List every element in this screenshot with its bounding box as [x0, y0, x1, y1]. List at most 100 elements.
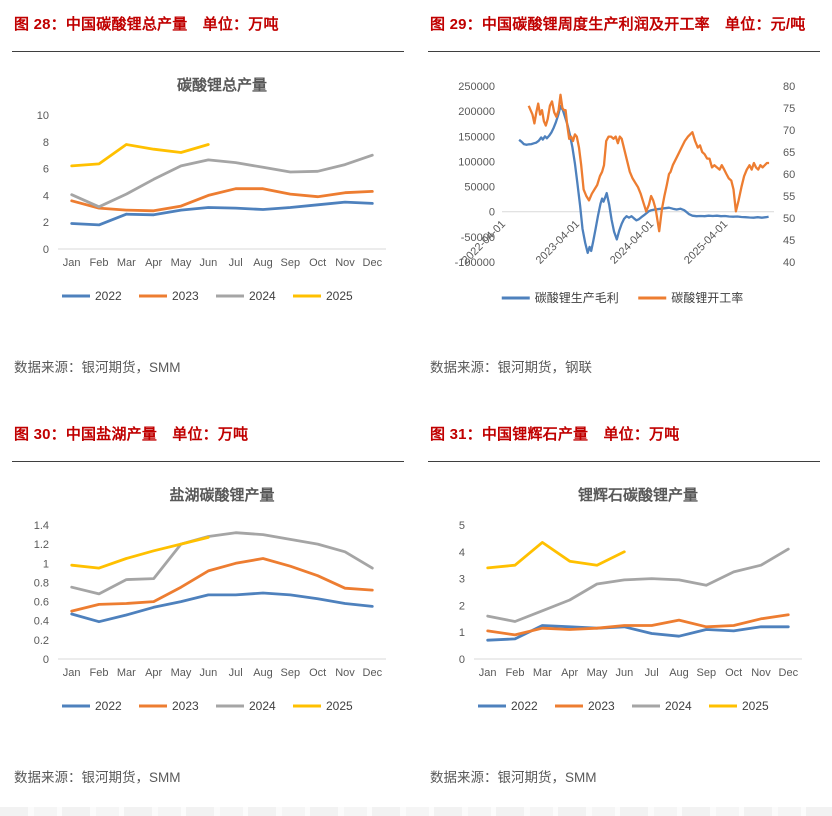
svg-text:Jun: Jun [199, 257, 217, 269]
svg-text:8: 8 [43, 137, 49, 149]
svg-text:Jul: Jul [229, 667, 243, 679]
svg-text:Apr: Apr [561, 667, 578, 679]
svg-text:0.4: 0.4 [34, 616, 49, 628]
svg-text:Jul: Jul [645, 667, 659, 679]
svg-text:Apr: Apr [145, 257, 162, 269]
svg-text:100000: 100000 [458, 156, 495, 168]
svg-text:60: 60 [783, 169, 795, 181]
svg-text:Dec: Dec [363, 257, 383, 269]
svg-text:2: 2 [43, 217, 49, 229]
svg-text:Nov: Nov [335, 667, 355, 679]
figure-30-panel: 图 30：中国盐湖产量 单位：万吨 盐湖碳酸锂产量 0 0.2 0.4 0.6 0.8 1 1… [0, 410, 416, 806]
svg-text:200000: 200000 [458, 106, 495, 118]
svg-text:2025: 2025 [326, 289, 353, 303]
svg-text:70: 70 [783, 125, 795, 137]
svg-text:Jan: Jan [63, 257, 81, 269]
cropped-next-row-strip [0, 807, 832, 816]
svg-text:1.4: 1.4 [34, 520, 49, 532]
svg-text:2023: 2023 [172, 699, 199, 713]
svg-text:-50000: -50000 [461, 232, 495, 244]
svg-text:Sep: Sep [281, 667, 301, 679]
svg-text:2024: 2024 [665, 699, 692, 713]
svg-text:65: 65 [783, 147, 795, 159]
svg-text:80: 80 [783, 81, 795, 93]
svg-text:2022: 2022 [95, 699, 122, 713]
figure-31-panel: 图 31：中国锂辉石产量 单位：万吨 锂辉石碳酸锂产量 0 1 2 3 4 5 Jan Feb M… [416, 410, 832, 806]
svg-text:75: 75 [783, 103, 795, 115]
chart-salt-lake-output: 盐湖碳酸锂产量 0 0.2 0.4 0.6 0.8 1 1.2 1.4 Jan Feb Mar Apr M… [34, 486, 386, 713]
svg-text:6: 6 [43, 164, 49, 176]
svg-text:Oct: Oct [309, 667, 326, 679]
svg-text:2: 2 [459, 600, 465, 612]
figure-28-title: 图 28：中国碳酸锂总产量 单位：万吨 [14, 16, 279, 33]
svg-text:Jan: Jan [479, 667, 497, 679]
svg-text:Mar: Mar [117, 667, 136, 679]
svg-text:250000: 250000 [458, 81, 495, 93]
svg-text:May: May [171, 257, 192, 269]
chart-weekly-profit-and-operating-rate: -100000 -50000 0 50000 100000 150000 200000 250… [455, 81, 796, 305]
svg-text:2025: 2025 [742, 699, 769, 713]
svg-text:May: May [171, 667, 192, 679]
svg-text:Jan: Jan [63, 667, 81, 679]
svg-text:0.6: 0.6 [34, 597, 49, 609]
svg-text:Feb: Feb [90, 667, 109, 679]
svg-text:Oct: Oct [725, 667, 742, 679]
chart-spodumene-output: 锂辉石碳酸锂产量 0 1 2 3 4 5 Jan Feb Mar Apr May Jun Jul Aug Se… [459, 486, 802, 713]
svg-text:10: 10 [37, 110, 49, 122]
svg-text:Aug: Aug [669, 667, 689, 679]
figure-31-data-source: 数据来源：银河期货，SMM [430, 770, 597, 785]
title-divider [428, 461, 820, 462]
svg-text:Aug: Aug [253, 257, 273, 269]
svg-text:盐湖碳酸锂产量: 盐湖碳酸锂产量 [169, 486, 274, 504]
svg-text:55: 55 [783, 191, 795, 203]
svg-text:2023: 2023 [172, 289, 199, 303]
svg-text:4: 4 [459, 547, 465, 559]
svg-text:50: 50 [783, 213, 795, 225]
figure-30-title: 图 30：中国盐湖产量 单位：万吨 [14, 426, 249, 443]
svg-text:150000: 150000 [458, 131, 495, 143]
svg-text:2024-04-01: 2024-04-01 [608, 218, 656, 266]
svg-text:Jun: Jun [615, 667, 633, 679]
figure-29-title: 图 29：中国碳酸锂周度生产利润及开工率 单位：元/吨 [430, 16, 806, 33]
svg-text:Nov: Nov [751, 667, 771, 679]
svg-text:-100000: -100000 [455, 257, 495, 269]
svg-text:Jun: Jun [199, 667, 217, 679]
svg-text:0.8: 0.8 [34, 577, 49, 589]
title-divider [12, 51, 404, 52]
svg-text:碳酸锂开工率: 碳酸锂开工率 [671, 290, 743, 305]
svg-text:5: 5 [459, 520, 465, 532]
svg-text:3: 3 [459, 574, 465, 586]
svg-text:Nov: Nov [335, 257, 355, 269]
title-divider [428, 51, 820, 52]
svg-text:45: 45 [783, 235, 795, 247]
svg-text:碳酸锂生产毛利: 碳酸锂生产毛利 [535, 290, 619, 305]
svg-text:Jul: Jul [229, 257, 243, 269]
figure-30-data-source: 数据来源：银河期货，SMM [14, 770, 181, 785]
svg-text:0: 0 [43, 654, 49, 666]
svg-text:Feb: Feb [90, 257, 109, 269]
svg-text:2022: 2022 [511, 699, 538, 713]
svg-text:50000: 50000 [464, 182, 495, 194]
svg-text:0: 0 [43, 244, 49, 256]
figure-31-title: 图 31：中国锂辉石产量 单位：万吨 [430, 426, 680, 443]
figure-29-panel: 图 29：中国碳酸锂周度生产利润及开工率 单位：元/吨 -100000 -5000… [416, 0, 832, 410]
svg-text:2022: 2022 [95, 289, 122, 303]
svg-text:碳酸锂总产量: 碳酸锂总产量 [177, 76, 267, 94]
svg-text:2023: 2023 [588, 699, 615, 713]
svg-text:2025: 2025 [326, 699, 353, 713]
figure-29-data-source: 数据来源：银河期货，钢联 [430, 360, 592, 375]
svg-text:40: 40 [783, 257, 795, 269]
svg-text:May: May [587, 667, 608, 679]
title-divider [12, 461, 404, 462]
svg-text:Sep: Sep [697, 667, 717, 679]
svg-text:Dec: Dec [779, 667, 799, 679]
svg-text:Dec: Dec [363, 667, 383, 679]
svg-text:2023-04-01: 2023-04-01 [534, 218, 582, 266]
svg-text:Feb: Feb [506, 667, 525, 679]
svg-text:4: 4 [43, 190, 49, 202]
chart-total-lithium-carbonate-output: 碳酸锂总产量 0 2 4 6 8 10 Jan Feb Mar Apr May Jun Jul Aug Sep… [37, 76, 386, 303]
svg-text:2024: 2024 [249, 699, 276, 713]
svg-text:Oct: Oct [309, 257, 326, 269]
